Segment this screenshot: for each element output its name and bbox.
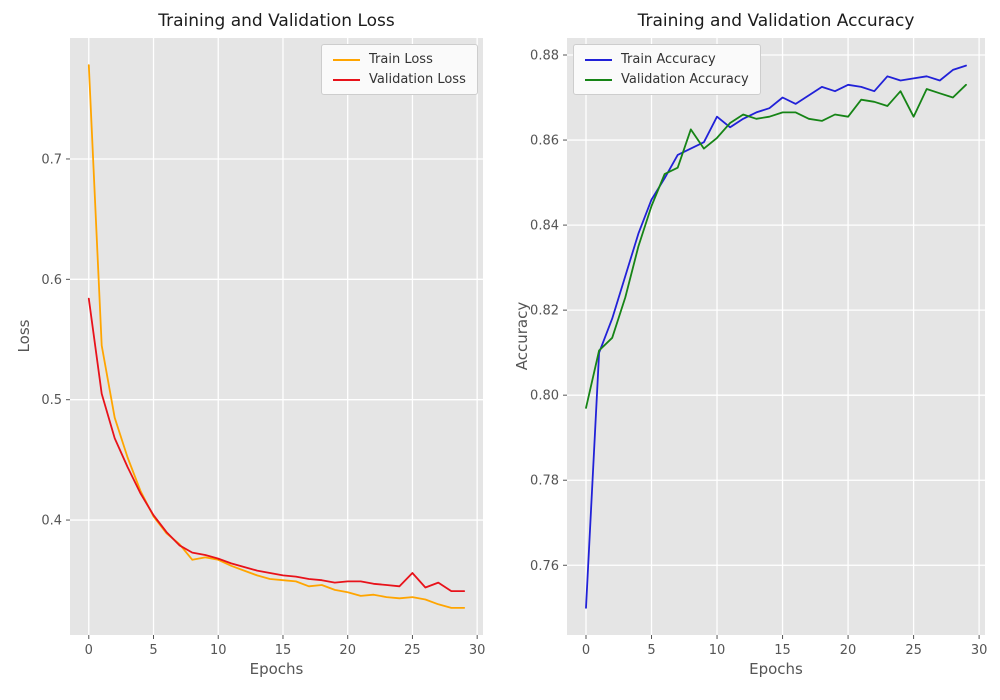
legend-label: Validation Accuracy <box>621 72 749 87</box>
x-tick-label: 5 <box>149 643 157 658</box>
x-tick-label: 25 <box>905 643 922 658</box>
series-line-validation-loss <box>87 297 466 592</box>
x-tick-label: 20 <box>840 643 857 658</box>
y-tick-label: 0.78 <box>530 474 559 489</box>
loss-y-axis-label: Loss <box>15 319 33 353</box>
legend-label: Validation Loss <box>369 72 466 87</box>
y-tick-label: 0.86 <box>530 134 559 149</box>
legend-line-swatch <box>585 78 612 81</box>
loss-x-axis-label: Epochs <box>249 660 304 678</box>
legend-line-swatch <box>333 78 360 81</box>
legend-item-train-accuracy: Train Accuracy <box>585 52 749 67</box>
accuracy-chart-legend: Train Accuracy Validation Accuracy <box>573 44 761 95</box>
x-tick-label: 15 <box>774 643 791 658</box>
x-tick-label: 0 <box>582 643 590 658</box>
x-tick-label: 10 <box>709 643 726 658</box>
legend-label: Train Accuracy <box>621 52 716 67</box>
accuracy-y-axis-label: Accuracy <box>513 301 531 371</box>
x-tick-label: 20 <box>339 643 356 658</box>
legend-item-validation-loss: Validation Loss <box>333 72 466 87</box>
y-tick-label: 0.84 <box>530 219 559 234</box>
loss-chart-title: Training and Validation Loss <box>158 11 395 31</box>
legend-line-swatch <box>585 58 612 61</box>
y-tick-label: 0.6 <box>41 273 62 288</box>
y-tick-label: 0.82 <box>530 304 559 319</box>
x-tick-label: 25 <box>404 643 421 658</box>
y-tick-label: 0.80 <box>530 389 559 404</box>
x-tick-label: 30 <box>469 643 486 658</box>
series-line-validation-accuracy <box>585 83 967 409</box>
x-tick-label: 15 <box>275 643 292 658</box>
x-tick-label: 10 <box>210 643 227 658</box>
y-tick-label: 0.4 <box>41 514 62 529</box>
legend-line-swatch <box>333 58 360 61</box>
series-line-train-accuracy <box>585 64 967 609</box>
x-tick-label: 5 <box>647 643 655 658</box>
loss-chart-legend: Train Loss Validation Loss <box>321 44 478 95</box>
accuracy-x-axis-label: Epochs <box>749 660 803 678</box>
legend-item-validation-accuracy: Validation Accuracy <box>585 72 749 87</box>
y-tick-label: 0.7 <box>41 152 62 167</box>
y-tick-label: 0.88 <box>530 49 559 64</box>
axes-background <box>567 38 985 635</box>
y-tick-label: 0.5 <box>41 393 62 408</box>
legend-label: Train Loss <box>369 52 433 67</box>
x-tick-label: 0 <box>85 643 93 658</box>
x-tick-label: 30 <box>971 643 988 658</box>
legend-item-train-loss: Train Loss <box>333 52 466 67</box>
axes-background <box>70 38 483 635</box>
y-tick-label: 0.76 <box>530 559 559 574</box>
accuracy-chart-title: Training and Validation Accuracy <box>637 11 915 31</box>
